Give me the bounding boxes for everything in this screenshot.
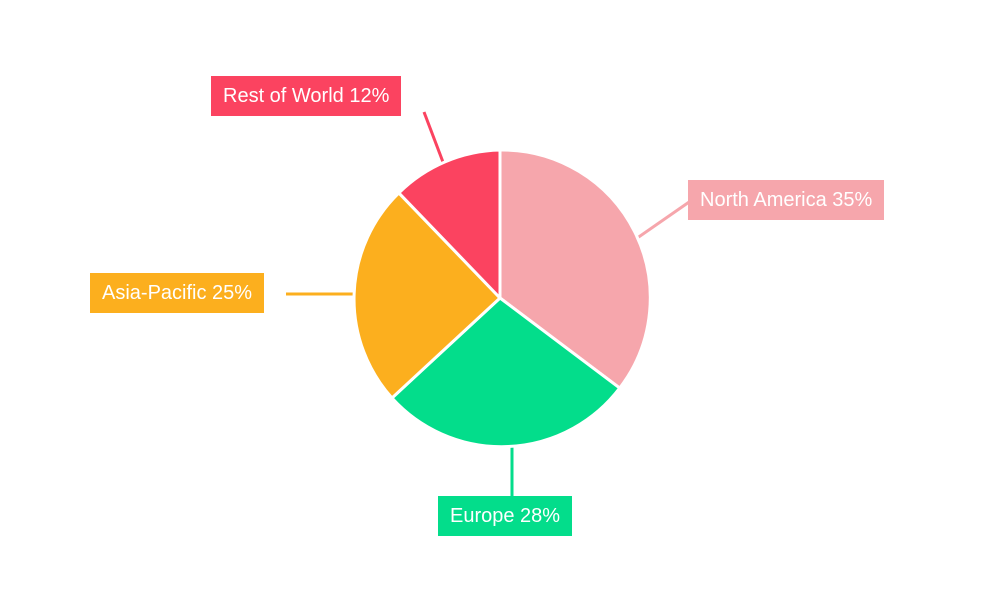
pie-label-rest-of-world[interactable]: Rest of World 12% xyxy=(211,76,402,116)
pie-label-asia-pacific[interactable]: Asia-Pacific 25% xyxy=(90,273,265,313)
pie-wedges xyxy=(352,148,652,449)
leader-line-north-america xyxy=(632,198,693,243)
leader-lines xyxy=(286,111,693,500)
pie-slice-rest-of-world[interactable] xyxy=(397,148,502,300)
pie-label-north-america[interactable]: North America 35% xyxy=(688,180,885,220)
pie-slice-europe[interactable] xyxy=(390,296,622,449)
pie-slice-asia-pacific[interactable] xyxy=(352,191,502,400)
pie-slice-north-america[interactable] xyxy=(498,148,652,390)
leader-line-rest-of-world xyxy=(422,111,448,171)
pie-label-europe[interactable]: Europe 28% xyxy=(438,496,573,536)
